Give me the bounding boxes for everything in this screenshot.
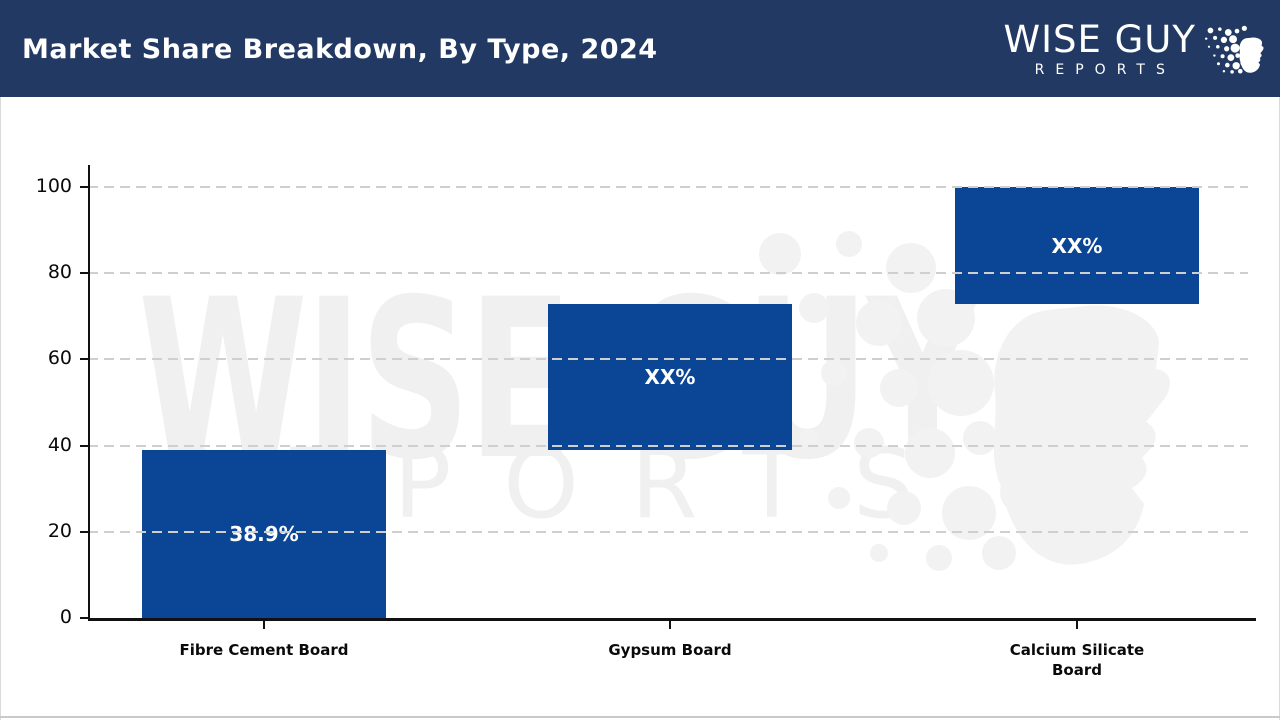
gridline-20 (88, 530, 1248, 533)
y-tick-100 (80, 186, 88, 188)
y-tick-label-40: 40 (47, 433, 72, 456)
x-tick-1 (669, 621, 671, 629)
y-tick-80 (80, 272, 88, 275)
y-tick-label-100: 100 (35, 175, 72, 197)
category-label-2: Calcium Silicate Board (1009, 641, 1145, 679)
y-tick-60 (80, 358, 88, 361)
x-tick-2 (1076, 621, 1078, 629)
logo-text: WISE GUY REPORTS (1003, 18, 1196, 79)
gridline-40 (88, 444, 1248, 447)
bar-segment: XX% (548, 304, 792, 451)
y-tick-label-60: 60 (47, 347, 72, 370)
x-axis (88, 618, 1256, 621)
logo-wordmark: WISE GUY (1003, 18, 1196, 61)
y-tick-20 (80, 530, 88, 533)
category-label-1: Gypsum Board (608, 641, 732, 659)
y-tick-label-0: 0 (59, 606, 72, 628)
bar-segment: 38.9% (142, 450, 386, 618)
logo-reports-text: REPORTS (1034, 62, 1176, 78)
x-tick-0 (263, 621, 265, 629)
bar-value-label: XX% (644, 365, 696, 390)
header: Market Share Breakdown, By Type, 2024 WI… (0, 0, 1280, 97)
y-axis (88, 165, 90, 621)
wise-guy-logo: WISE GUY REPORTS (1004, 6, 1266, 92)
bar-segment: XX% (955, 187, 1199, 305)
gridline-80 (88, 272, 1248, 275)
logo-head-icon (1204, 25, 1264, 74)
y-tick-0 (80, 617, 88, 619)
y-tick-40 (80, 444, 88, 447)
bar-value-label: XX% (1051, 233, 1103, 258)
gridline-100 (88, 186, 1248, 188)
gridline-60 (88, 358, 1248, 361)
page-title: Market Share Breakdown, By Type, 2024 (22, 34, 658, 65)
category-label-0: Fibre Cement Board (179, 641, 349, 659)
y-tick-label-20: 20 (47, 519, 72, 542)
bar-value-label: 38.9% (229, 522, 299, 547)
y-tick-label-80: 80 (47, 261, 72, 284)
bottom-divider (0, 716, 1280, 718)
